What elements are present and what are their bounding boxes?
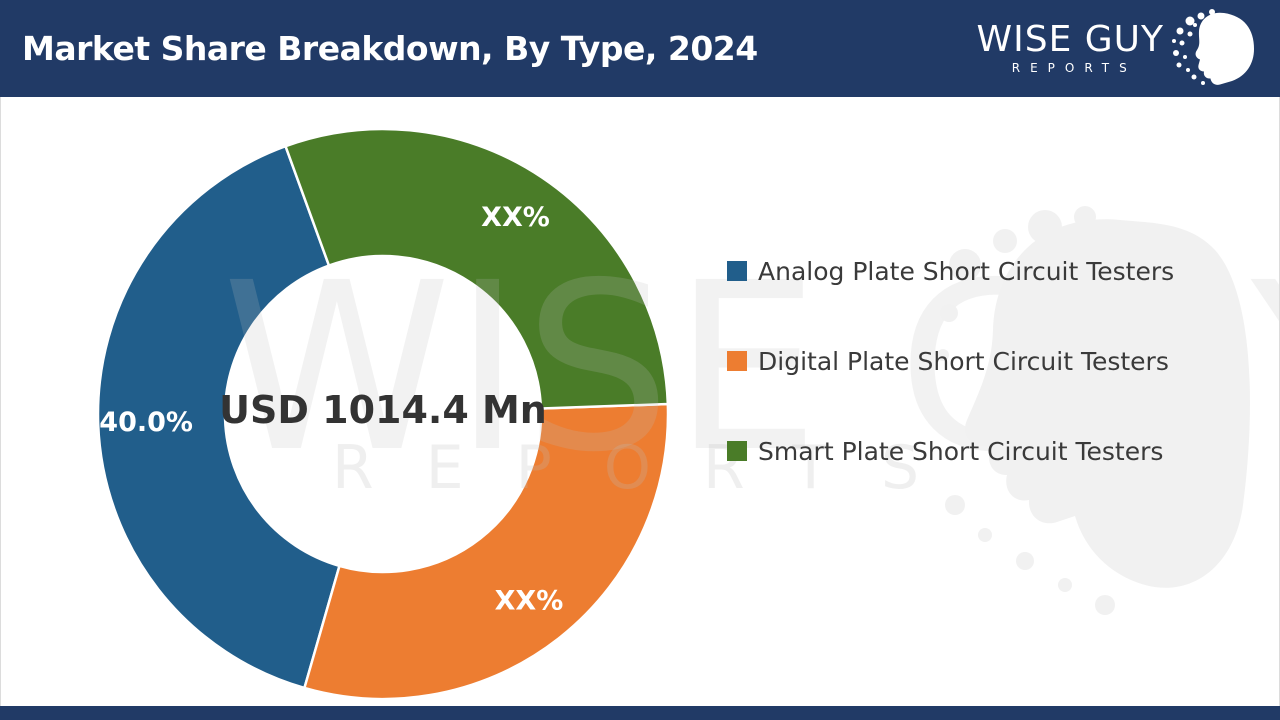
- footer-bar: [0, 706, 1280, 720]
- slice-percentage-label: XX%: [495, 585, 564, 616]
- legend-swatch-digital: [727, 351, 747, 371]
- donut-slice: [303, 402, 670, 701]
- wise-guy-logo: WISE GUY REPORTS: [977, 7, 1259, 91]
- legend-label-analog: Analog Plate Short Circuit Testers: [758, 256, 1175, 286]
- legend-item-digital: Digital Plate Short Circuit Testers: [727, 346, 1174, 376]
- page-title: Market Share Breakdown, By Type, 2024: [22, 29, 758, 68]
- legend-swatch-analog: [727, 261, 747, 281]
- logo-line2: REPORTS: [1011, 61, 1137, 75]
- slice-percentage-label: XX%: [481, 202, 550, 233]
- legend-item-analog: Analog Plate Short Circuit Testers: [727, 256, 1174, 286]
- logo-face-icon: [1172, 8, 1254, 85]
- donut-slice: [96, 144, 341, 690]
- chart-legend: Analog Plate Short Circuit Testers Digit…: [727, 256, 1174, 526]
- header-bar: Market Share Breakdown, By Type, 2024 WI…: [0, 0, 1280, 97]
- slice-percentage-label: 40.0%: [99, 407, 193, 438]
- donut-center-value: USD 1014.4 Mn: [219, 388, 547, 432]
- legend-label-digital: Digital Plate Short Circuit Testers: [758, 346, 1169, 376]
- donut-slice: [284, 127, 670, 410]
- legend-item-smart: Smart Plate Short Circuit Testers: [727, 436, 1174, 466]
- legend-label-smart: Smart Plate Short Circuit Testers: [758, 436, 1164, 466]
- logo-line1: WISE GUY: [976, 19, 1164, 60]
- logo-wordmark: WISE GUY REPORTS: [976, 19, 1165, 76]
- donut-chart: 40.0% XX% XX%: [96, 127, 670, 701]
- legend-swatch-smart: [727, 441, 747, 461]
